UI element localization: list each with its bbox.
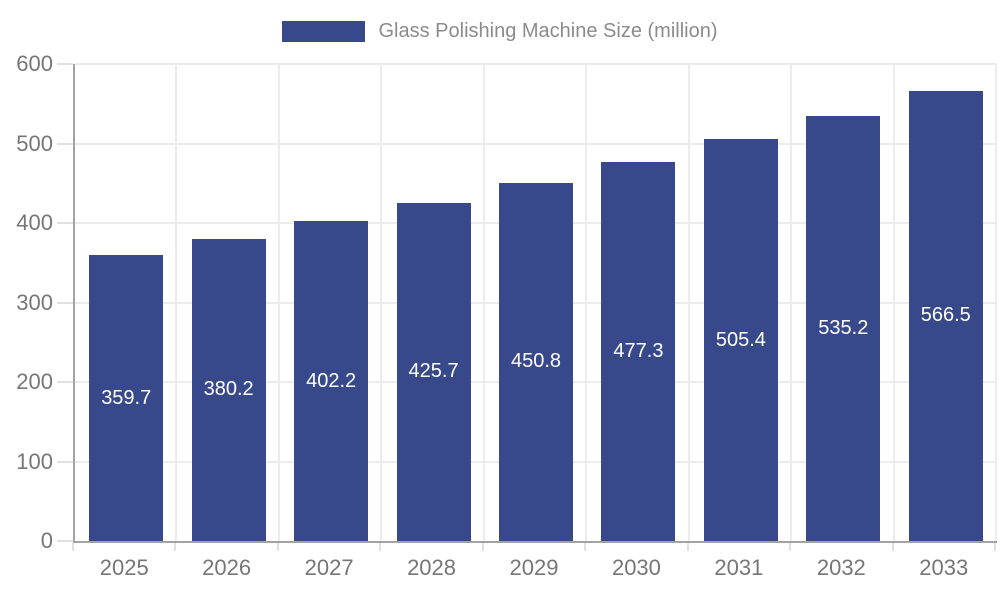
bar-value-label: 402.2 [306, 369, 357, 392]
y-axis-tick [57, 63, 73, 65]
x-tick-label: 2026 [202, 555, 252, 580]
x-axis-tick [686, 543, 689, 551]
horizontal-gridline [75, 142, 997, 145]
x-axis-tick [584, 543, 587, 551]
bar-value-label: 359.7 [101, 386, 152, 409]
bar-value-label: 535.2 [818, 316, 869, 339]
bar-value-label: 566.5 [920, 304, 971, 327]
x-tick-label: 2030 [611, 555, 661, 580]
bar-value-label: 477.3 [613, 339, 664, 362]
legend-label: Glass Polishing Machine Size (million) [378, 20, 718, 42]
x-tick-label: 2025 [99, 555, 149, 580]
x-axis-tick [891, 543, 894, 551]
bar[interactable]: 359.7 [89, 255, 164, 541]
vertical-gridline [687, 64, 690, 541]
bar-value-label: 505.4 [715, 328, 766, 351]
vertical-gridline [277, 64, 280, 541]
bar[interactable]: 450.8 [499, 182, 573, 541]
bar[interactable]: 425.7 [396, 202, 471, 541]
x-axis-tick [481, 543, 484, 551]
bar[interactable]: 535.2 [806, 115, 881, 541]
bar-value-label: 425.7 [408, 360, 459, 383]
x-axis-tick [379, 543, 382, 551]
bar[interactable]: 402.2 [294, 221, 369, 541]
y-axis-tick [57, 222, 73, 224]
x-axis-tick [276, 543, 279, 551]
y-tick-label: 100 [16, 448, 53, 474]
bar[interactable]: 477.3 [601, 161, 676, 541]
bar[interactable]: 505.4 [703, 139, 778, 541]
y-axis-tick [57, 540, 73, 542]
x-tick-label: 2032 [816, 555, 866, 580]
y-tick-label: 500 [16, 130, 53, 156]
x-tick-label: 2027 [304, 555, 354, 580]
legend-item[interactable]: Glass Polishing Machine Size (million) [0, 21, 1000, 42]
bar-value-label: 380.2 [203, 378, 254, 401]
vertical-gridline [892, 64, 895, 541]
y-axis-tick [57, 460, 73, 463]
bar[interactable]: 380.2 [191, 238, 266, 541]
x-axis-tick [72, 543, 74, 551]
y-tick-label: 400 [16, 210, 53, 235]
y-tick-label: 200 [16, 369, 53, 394]
x-axis-tick [994, 543, 996, 551]
vertical-gridline [790, 64, 793, 541]
y-tick-label: 0 [40, 528, 53, 553]
x-tick-label: 2029 [509, 555, 559, 580]
y-tick-label: 600 [16, 51, 53, 76]
y-axis-tick [57, 142, 73, 145]
y-tick-label: 300 [16, 289, 53, 315]
x-axis-tick [174, 543, 177, 551]
y-axis-tick [57, 381, 73, 383]
x-tick-label: 2028 [407, 555, 457, 580]
vertical-gridline [585, 64, 588, 541]
plot-area: 359.7 380.2 402.2 425.7 450.8 477.3 505.4 535.2… [73, 63, 997, 543]
y-axis-tick [57, 301, 73, 304]
horizontal-gridline [75, 63, 997, 65]
vertical-gridline [175, 64, 178, 541]
vertical-gridline [380, 64, 383, 541]
bar[interactable]: 566.5 [908, 90, 983, 541]
x-tick-label: 2031 [714, 555, 764, 580]
x-tick-label: 2033 [919, 555, 969, 580]
vertical-gridline [995, 64, 997, 541]
vertical-gridline [482, 64, 485, 541]
bar-value-label: 450.8 [510, 350, 562, 373]
legend-swatch-icon [282, 21, 366, 42]
x-axis-tick [789, 543, 792, 551]
